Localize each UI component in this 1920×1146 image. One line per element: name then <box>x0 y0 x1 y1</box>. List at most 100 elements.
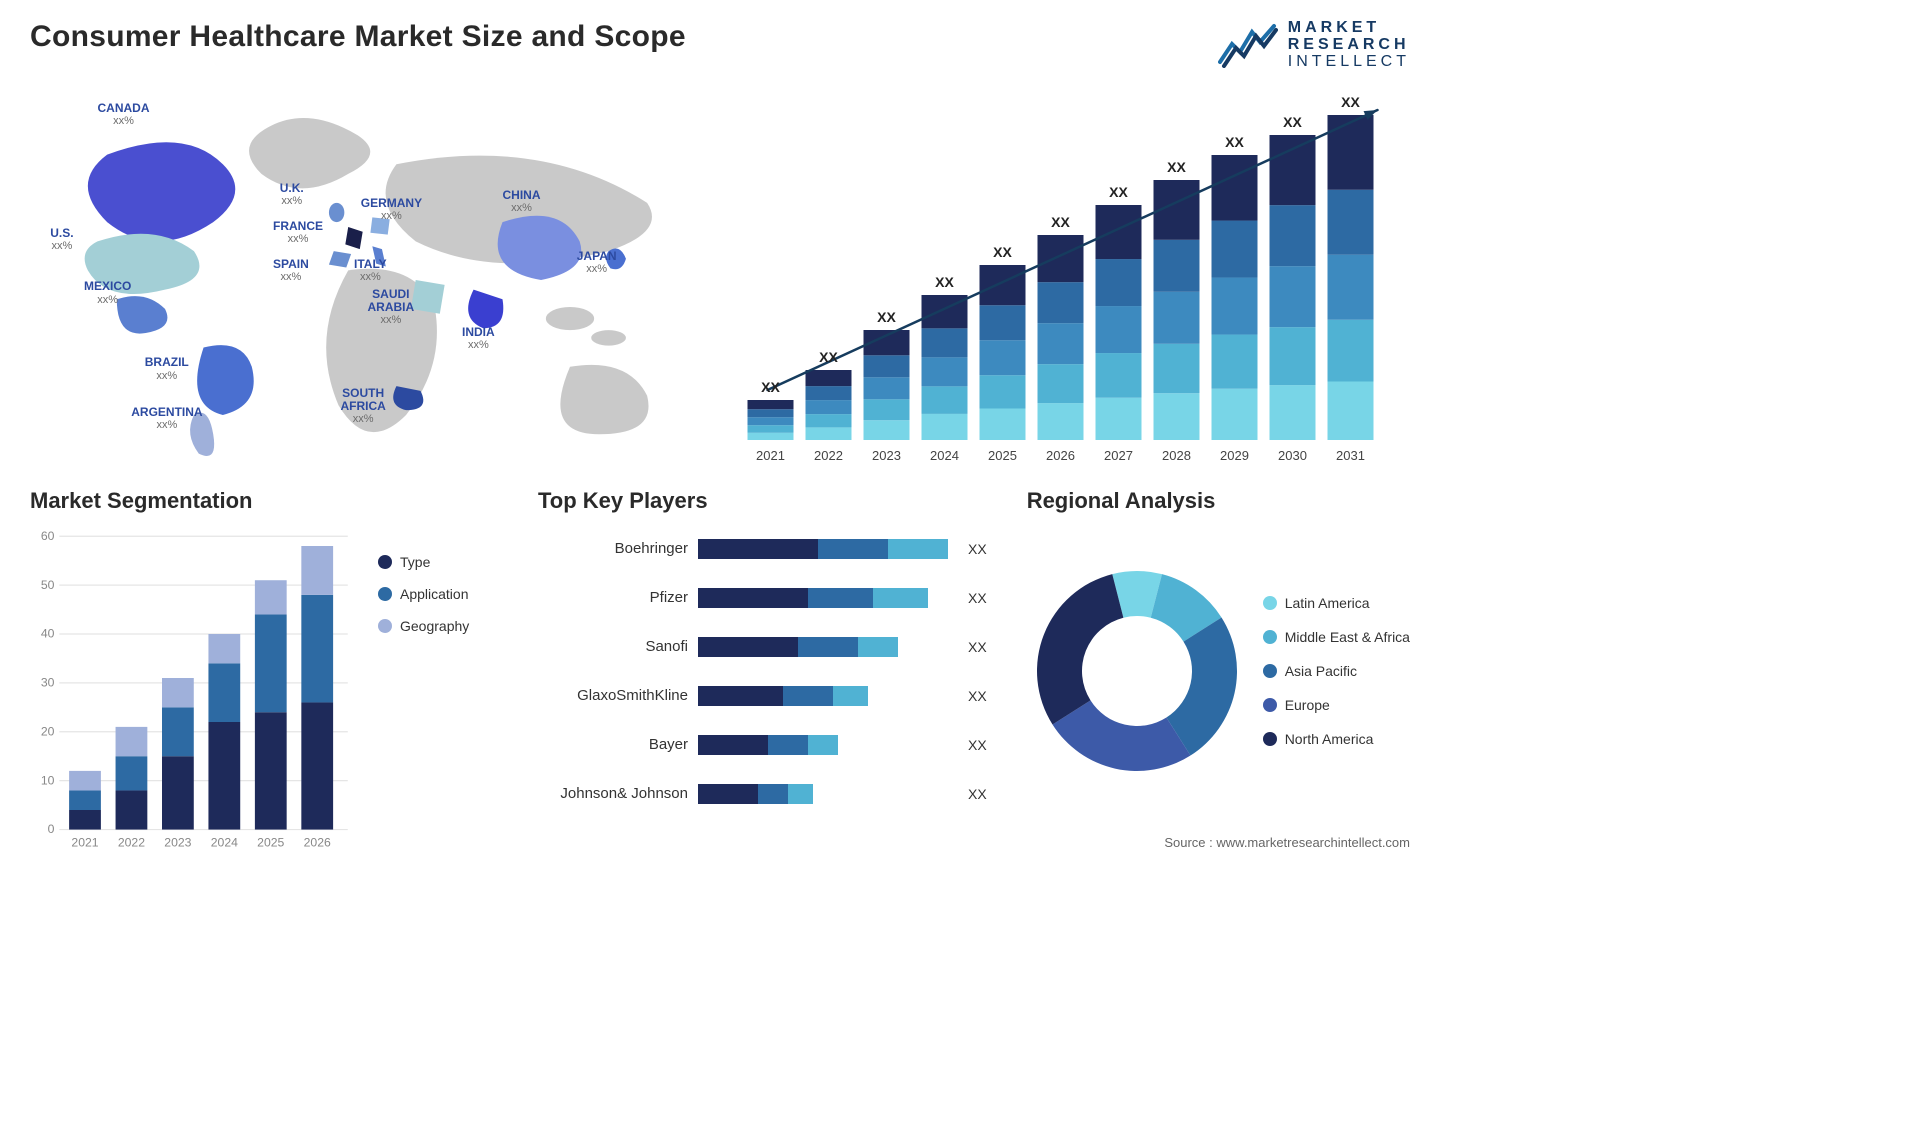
players-body: BoehringerXXPfizerXXSanofiXXGlaxoSmithKl… <box>538 524 997 818</box>
source-text: Source : www.marketresearchintellect.com <box>1164 835 1410 850</box>
player-bar <box>698 686 948 706</box>
player-bar <box>698 539 948 559</box>
player-name: Bayer <box>538 736 688 753</box>
svg-text:XX: XX <box>1167 159 1186 175</box>
segmentation-legend-item: Geography <box>378 618 508 634</box>
player-bar <box>698 637 948 657</box>
player-name: Boehringer <box>538 540 688 557</box>
svg-text:40: 40 <box>41 627 55 641</box>
regional-legend-item: Middle East & Africa <box>1263 629 1410 645</box>
svg-text:2025: 2025 <box>988 448 1017 463</box>
players-panel: Top Key Players BoehringerXXPfizerXXSano… <box>538 488 997 818</box>
map-label-india: INDIAxx% <box>462 326 495 351</box>
map-label-mexico: MEXICOxx% <box>84 280 131 305</box>
svg-text:2023: 2023 <box>872 448 901 463</box>
player-value: XX <box>968 786 987 802</box>
regional-panel: Regional Analysis Latin America Middle Ea… <box>1027 488 1410 818</box>
svg-text:2021: 2021 <box>756 448 785 463</box>
brand-logo: MARKET RESEARCH INTELLECT <box>1218 20 1410 70</box>
regional-donut <box>1027 561 1247 781</box>
svg-text:XX: XX <box>1341 94 1360 110</box>
svg-text:XX: XX <box>935 274 954 290</box>
map-label-brazil: BRAZILxx% <box>145 356 189 381</box>
regional-legend: Latin AmericaMiddle East & AfricaAsia Pa… <box>1263 595 1410 747</box>
player-name: GlaxoSmithKline <box>538 687 688 704</box>
svg-text:2023: 2023 <box>164 836 191 850</box>
bottom-row: Market Segmentation 0102030405060 202120… <box>30 488 1410 818</box>
logo-line3: INTELLECT <box>1288 54 1410 71</box>
player-name: Johnson& Johnson <box>538 785 688 802</box>
player-bar <box>698 784 948 804</box>
map-label-spain: SPAINxx% <box>273 258 309 283</box>
player-name: Sanofi <box>538 638 688 655</box>
segmentation-legend-item: Type <box>378 554 508 570</box>
regional-title: Regional Analysis <box>1027 488 1410 514</box>
world-map: CANADAxx% U.S.xx% MEXICOxx% BRAZILxx% ARGENT… <box>30 90 705 470</box>
segmentation-legend: Type Application Geography <box>378 524 508 854</box>
player-value: XX <box>968 639 987 655</box>
regional-legend-item: Europe <box>1263 697 1410 713</box>
player-value: XX <box>968 737 987 753</box>
svg-text:2030: 2030 <box>1278 448 1307 463</box>
svg-text:20: 20 <box>41 725 55 739</box>
player-value: XX <box>968 688 987 704</box>
logo-text: MARKET RESEARCH INTELLECT <box>1288 20 1410 70</box>
player-row: Bayer XX <box>538 735 987 755</box>
player-value: XX <box>968 590 987 606</box>
player-bar <box>698 588 948 608</box>
player-value: XX <box>968 541 987 557</box>
svg-text:2024: 2024 <box>211 836 238 850</box>
map-label-italy: ITALYxx% <box>354 258 387 283</box>
svg-text:2028: 2028 <box>1162 448 1191 463</box>
map-label-canada: CANADAxx% <box>98 102 150 127</box>
map-label-u.k.: U.K.xx% <box>280 182 304 207</box>
player-row: GlaxoSmithKline XX <box>538 686 987 706</box>
svg-text:XX: XX <box>1283 114 1302 130</box>
svg-text:XX: XX <box>1109 184 1128 200</box>
segmentation-legend-item: Application <box>378 586 508 602</box>
growth-chart-svg: 2021 2022 2023 2024 2025 2026 2027 2028 2029 2030… <box>735 90 1410 470</box>
svg-text:10: 10 <box>41 774 55 788</box>
svg-text:2029: 2029 <box>1220 448 1249 463</box>
logo-icon <box>1218 22 1278 68</box>
svg-text:2027: 2027 <box>1104 448 1133 463</box>
map-label-japan: JAPANxx% <box>577 250 617 275</box>
svg-text:XX: XX <box>761 379 780 395</box>
svg-text:2022: 2022 <box>814 448 843 463</box>
segmentation-panel: Market Segmentation 0102030405060 202120… <box>30 488 508 818</box>
player-row: Boehringer XX <box>538 539 987 559</box>
map-label-saudi-arabia: SAUDIARABIAxx% <box>368 288 415 326</box>
segmentation-chart: 0102030405060 202120222023202420252026 <box>30 524 360 854</box>
growth-chart: 2021 2022 2023 2024 2025 2026 2027 2028 2029 2030… <box>735 90 1410 470</box>
map-label-germany: GERMANYxx% <box>361 197 422 222</box>
map-label-u.s.: U.S.xx% <box>50 227 73 252</box>
map-label-france: FRANCExx% <box>273 220 323 245</box>
player-name: Pfizer <box>538 589 688 606</box>
map-label-south-africa: SOUTHAFRICAxx% <box>341 387 386 425</box>
regional-legend-item: Latin America <box>1263 595 1410 611</box>
player-row: Sanofi XX <box>538 637 987 657</box>
svg-text:XX: XX <box>993 244 1012 260</box>
svg-text:2024: 2024 <box>930 448 959 463</box>
map-label-argentina: ARGENTINAxx% <box>131 406 202 431</box>
segmentation-title: Market Segmentation <box>30 488 508 514</box>
svg-text:2031: 2031 <box>1336 448 1365 463</box>
player-row: Pfizer XX <box>538 588 987 608</box>
svg-text:2021: 2021 <box>71 836 98 850</box>
svg-text:XX: XX <box>1225 134 1244 150</box>
svg-text:50: 50 <box>41 578 55 592</box>
players-title: Top Key Players <box>538 488 997 514</box>
regional-legend-item: North America <box>1263 731 1410 747</box>
svg-text:2022: 2022 <box>118 836 145 850</box>
header: Consumer Healthcare Market Size and Scop… <box>30 20 1410 70</box>
map-label-china: CHINAxx% <box>503 189 541 214</box>
logo-line1: MARKET <box>1288 20 1410 37</box>
player-bar <box>698 735 948 755</box>
logo-line2: RESEARCH <box>1288 37 1410 54</box>
svg-text:XX: XX <box>877 309 896 325</box>
svg-text:30: 30 <box>41 676 55 690</box>
svg-text:0: 0 <box>48 823 55 837</box>
svg-text:2026: 2026 <box>1046 448 1075 463</box>
page-title: Consumer Healthcare Market Size and Scop… <box>30 20 686 54</box>
svg-text:XX: XX <box>1051 214 1070 230</box>
